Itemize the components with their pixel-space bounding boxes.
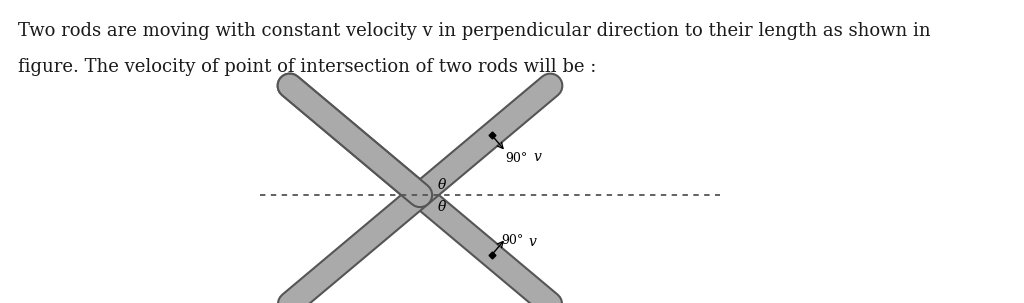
Text: 90°: 90° bbox=[505, 152, 527, 165]
Text: θ: θ bbox=[438, 200, 446, 214]
Text: figure. The velocity of point of intersection of two rods will be :: figure. The velocity of point of interse… bbox=[18, 58, 596, 76]
Text: 90°: 90° bbox=[501, 234, 523, 247]
Text: v: v bbox=[528, 235, 537, 249]
Text: Two rods are moving with constant velocity v in perpendicular direction to their: Two rods are moving with constant veloci… bbox=[18, 22, 931, 40]
Text: v: v bbox=[534, 150, 541, 164]
Text: θ: θ bbox=[438, 178, 446, 192]
